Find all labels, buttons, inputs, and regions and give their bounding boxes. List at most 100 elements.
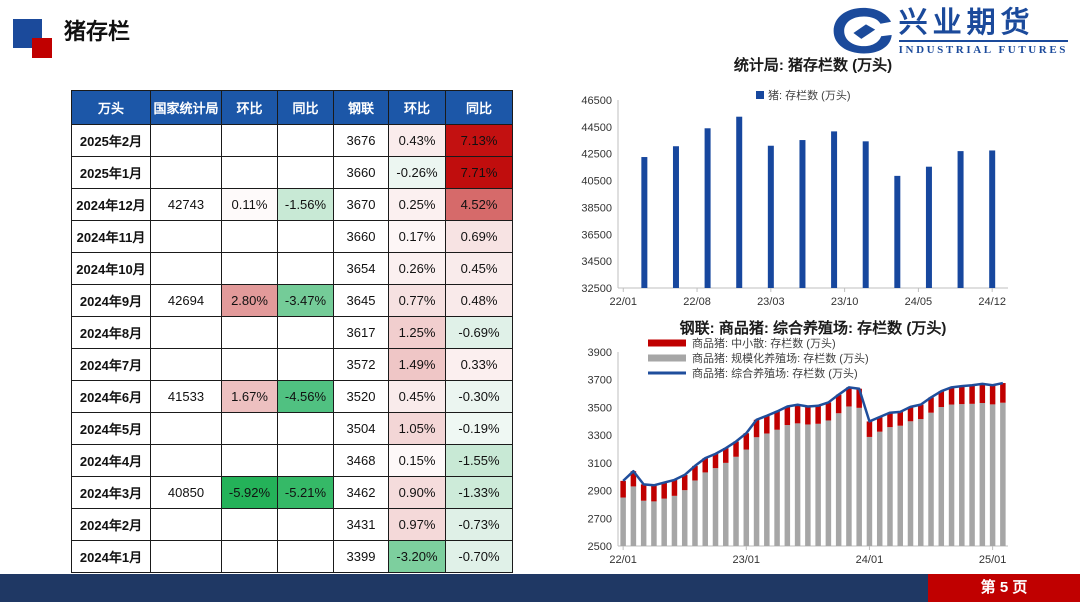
table-cell: 7.13% [445, 124, 513, 157]
table-cell: 7.71% [445, 156, 513, 189]
table-cell: 0.45% [445, 252, 513, 285]
table-cell [150, 412, 222, 445]
logo-company-name: 兴业期货 [898, 6, 1035, 39]
footer-page-badge: 第 5 页 [928, 574, 1080, 602]
table-cell: 3645 [333, 284, 389, 317]
row-label: 2024年4月 [71, 444, 151, 477]
svg-text:42500: 42500 [581, 149, 612, 161]
svg-text:2900: 2900 [588, 486, 612, 498]
table-cell: -4.56% [277, 380, 334, 413]
chart1-axes: 46500 44500 42500 40500 38500 36500 34500 32500… [581, 95, 1008, 305]
svg-text:44500: 44500 [581, 122, 612, 134]
company-logo: 兴业期货 INDUSTRIAL FUTURES [829, 4, 1068, 58]
table-cell: 3462 [333, 476, 389, 509]
table-cell: 0.15% [388, 444, 446, 477]
legend-swatch-icon [648, 354, 686, 362]
table-cell [150, 348, 222, 381]
table-cell [221, 124, 278, 157]
table-cell: 0.90% [388, 476, 446, 509]
table-cell: 1.05% [388, 412, 446, 445]
table-cell: -1.55% [445, 444, 513, 477]
table-header-cell: 环比 [388, 90, 446, 125]
table-cell [277, 220, 334, 253]
table-cell [150, 252, 222, 285]
table-cell: -0.26% [388, 156, 446, 189]
row-label: 2024年7月 [71, 348, 151, 381]
table-cell: 3617 [333, 316, 389, 349]
table-row: 2024年7月 3572 1.49% 0.33% [71, 348, 513, 381]
row-label: 2024年5月 [71, 412, 151, 445]
table-cell [221, 348, 278, 381]
table-cell [221, 156, 278, 189]
chart2-legend-label: 商品猪: 中小散: 存栏数 (万头) [692, 336, 836, 350]
table-cell [277, 540, 334, 573]
svg-text:23/03: 23/03 [757, 296, 785, 305]
svg-text:24/01: 24/01 [856, 554, 884, 566]
table-cell [277, 348, 334, 381]
table-cell: 0.48% [445, 284, 513, 317]
table-row: 2025年2月 3676 0.43% 7.13% [71, 124, 513, 157]
table-cell: 0.69% [445, 220, 513, 253]
table-cell [277, 508, 334, 541]
table-cell: 2.80% [221, 284, 278, 317]
table-cell: 3676 [333, 124, 389, 157]
svg-text:32500: 32500 [581, 283, 612, 295]
svg-text:2700: 2700 [588, 513, 612, 525]
row-label: 2025年2月 [71, 124, 151, 157]
svg-text:2500: 2500 [588, 541, 612, 553]
svg-text:22/01: 22/01 [609, 554, 637, 566]
row-label: 2024年8月 [71, 316, 151, 349]
table-body: 2025年2月 3676 0.43% 7.13% 2025年1月 3660 -0.26% 7.… [71, 124, 513, 573]
row-label: 2024年10月 [71, 252, 151, 285]
table-header-cell: 万头 [71, 90, 151, 125]
table-cell [277, 444, 334, 477]
chart2-title: 钢联: 商品猪: 综合养殖场: 存栏数 (万头) [680, 319, 947, 337]
table-cell: 3431 [333, 508, 389, 541]
table-cell: 41533 [150, 380, 222, 413]
chart1-legend: 猪: 存栏数 (万头) [756, 88, 851, 102]
row-label: 2024年3月 [71, 476, 151, 509]
table-cell: 1.25% [388, 316, 446, 349]
table-cell: 3660 [333, 156, 389, 189]
table-cell: -5.92% [221, 476, 278, 509]
table-cell: -0.19% [445, 412, 513, 445]
footer-bar [0, 574, 928, 602]
table-header-cell: 钢联 [333, 90, 389, 125]
table-cell: -0.69% [445, 316, 513, 349]
row-label: 2024年6月 [71, 380, 151, 413]
table-cell [150, 316, 222, 349]
table-row: 2024年1月 3399 -3.20% -0.70% [71, 540, 513, 573]
svg-text:3700: 3700 [588, 375, 612, 387]
table-cell: -5.21% [277, 476, 334, 509]
table-cell [150, 508, 222, 541]
table-cell [221, 540, 278, 573]
logo-swirl-icon [833, 7, 892, 54]
chart1-bars [641, 116, 996, 288]
table-header-cell: 同比 [277, 90, 334, 125]
table-cell: -3.47% [277, 284, 334, 317]
page-title: 猪存栏 [64, 19, 131, 44]
legend-swatch-icon [648, 371, 686, 375]
chart2-stacked-bars [620, 383, 1006, 546]
table-cell: 3670 [333, 188, 389, 221]
table-cell: 0.11% [221, 188, 278, 221]
table-cell [150, 156, 222, 189]
table-cell [221, 412, 278, 445]
table-cell [277, 316, 334, 349]
row-label: 2024年9月 [71, 284, 151, 317]
table-row: 2025年1月 3660 -0.26% 7.71% [71, 156, 513, 189]
table-header-cell: 同比 [445, 90, 513, 125]
table-cell: 0.43% [388, 124, 446, 157]
svg-text:46500: 46500 [581, 95, 612, 107]
nbs-pig-inventory-bar-chart: 统计局: 猪存栏数 (万头) 猪: 存栏数 (万头) 46500 44500 42500… [581, 56, 1008, 305]
svg-text:3100: 3100 [588, 458, 612, 470]
title-marker-red-square [32, 38, 52, 58]
table-cell: 3399 [333, 540, 389, 573]
table-row: 2024年6月 41533 1.67% -4.56% 3520 0.45% -0.30% [71, 380, 513, 413]
table-cell [221, 252, 278, 285]
table-cell [221, 444, 278, 477]
svg-text:38500: 38500 [581, 202, 612, 214]
table-cell: 42743 [150, 188, 222, 221]
table-cell [277, 124, 334, 157]
table-row: 2024年8月 3617 1.25% -0.69% [71, 316, 513, 349]
